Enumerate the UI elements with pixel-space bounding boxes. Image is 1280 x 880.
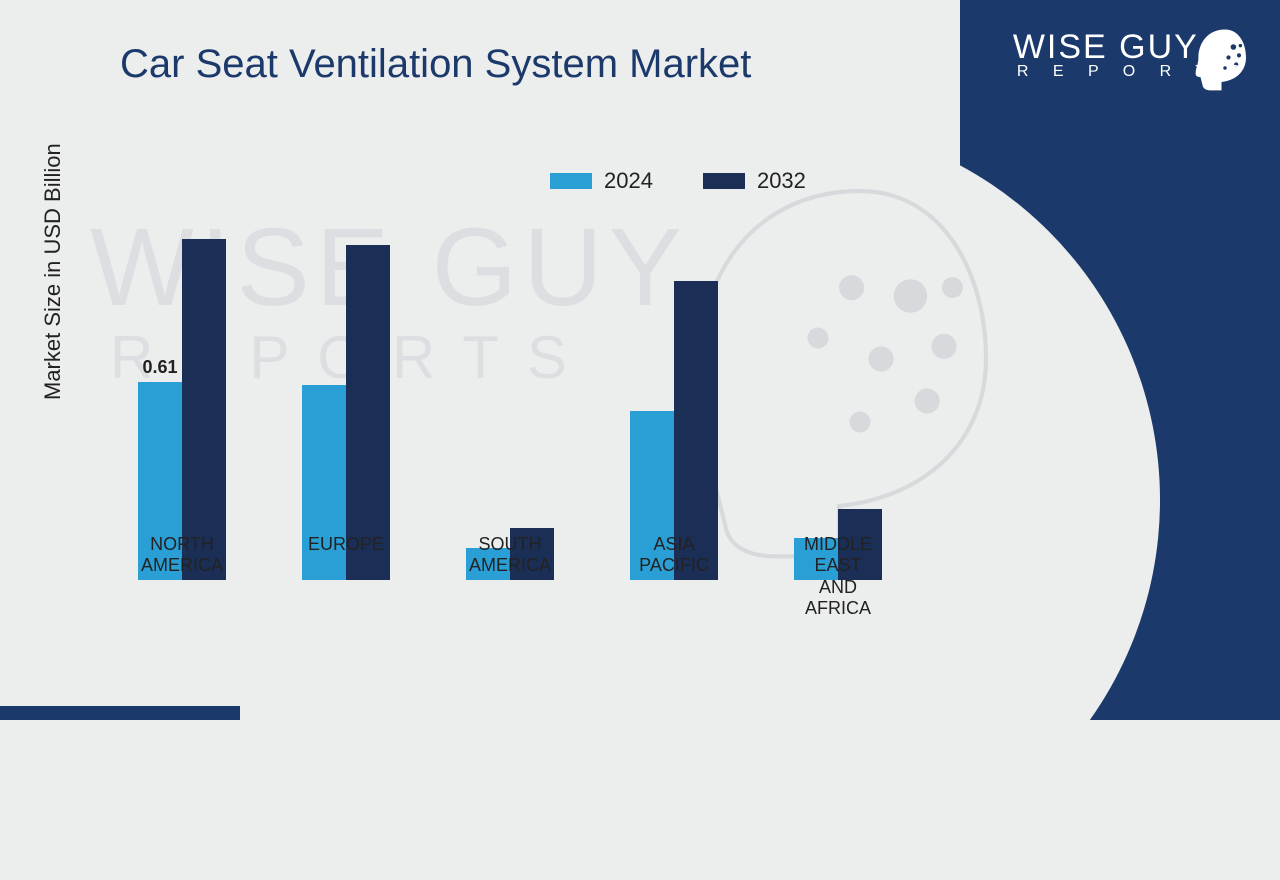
legend-label-2032: 2032 [757, 168, 806, 194]
x-tick-label: NORTH AMERICA [112, 534, 252, 620]
bar [182, 239, 226, 580]
x-tick-label: ASIA PACIFIC [604, 534, 744, 620]
bar-value-label: 0.61 [138, 357, 182, 378]
chart-plot-area: 0.61 NORTH AMERICA EUROPE SOUTH AMERICA ASI… [100, 180, 920, 620]
brand-sub: R E P O R T S [1017, 63, 1250, 81]
y-axis-label: Market Size in USD Billion [40, 143, 66, 400]
legend-label-2024: 2024 [604, 168, 653, 194]
legend-swatch-2024 [550, 173, 592, 189]
x-axis: NORTH AMERICA EUROPE SOUTH AMERICA ASIA PAC… [100, 534, 920, 620]
chart-legend: 2024 2032 [550, 168, 806, 194]
bar [346, 245, 390, 580]
x-tick-label: MIDDLE EAST AND AFRICA [768, 534, 908, 620]
legend-item-2032: 2032 [703, 168, 806, 194]
bars-container: 0.61 [100, 190, 920, 580]
bottom-accent-bar [0, 706, 240, 720]
bar-group: 0.61 [112, 239, 252, 580]
brand-logo-text: WISE GUY R E P O R T S [1013, 28, 1250, 81]
x-tick-label: SOUTH AMERICA [440, 534, 580, 620]
brand-main: WISE GUY [1013, 28, 1250, 67]
bar-group [276, 245, 416, 580]
x-tick-label: EUROPE [276, 534, 416, 620]
legend-item-2024: 2024 [550, 168, 653, 194]
legend-swatch-2032 [703, 173, 745, 189]
chart-title: Car Seat Ventilation System Market [120, 42, 751, 87]
